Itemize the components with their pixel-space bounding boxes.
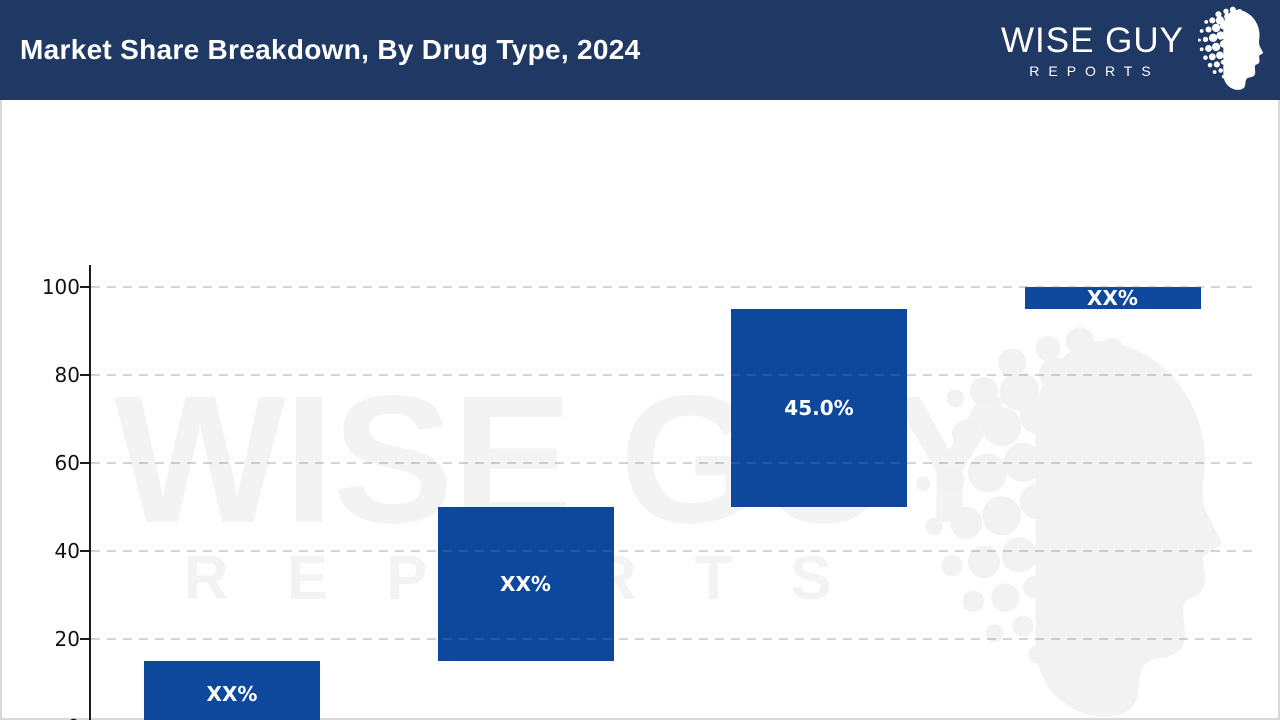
gridline-20 — [91, 638, 1256, 640]
bar-value-label: XX% — [1087, 286, 1138, 310]
brand-name: WISE GUY — [1000, 20, 1184, 60]
gridline-40 — [91, 550, 1256, 552]
y-tick-label: 60 — [54, 451, 80, 475]
brand-logo-text: WISE GUY REPORTS — [1001, 23, 1184, 78]
y-tick-label: 100 — [41, 275, 80, 299]
y-tick-label: 20 — [54, 627, 80, 651]
watermark: WISE GUY REPORTS — [2, 100, 1278, 718]
y-axis-spine — [89, 265, 91, 720]
gridline-100 — [91, 286, 1256, 288]
y-tick-label: 0 — [20, 715, 80, 720]
bar-corticosteroids: XX% — [144, 661, 320, 720]
bar-value-label: XX% — [500, 572, 551, 596]
bar-monoclonal-antibodies: 45.0% — [731, 309, 907, 507]
gridline-80 — [91, 374, 1256, 376]
y-tick-mark — [80, 550, 90, 552]
y-tick-label: 40 — [54, 539, 80, 563]
y-tick-label: 80 — [54, 363, 80, 387]
bar-value-label: 45.0% — [784, 396, 854, 420]
y-tick-mark — [80, 286, 90, 288]
bar-immunosuppressants: XX% — [437, 507, 614, 661]
brand-logo: WISE GUY REPORTS — [1001, 5, 1264, 95]
watermark-face-icon — [916, 327, 1223, 717]
y-tick-mark — [80, 462, 90, 464]
header-bar: Market Share Breakdown, By Drug Type, 20… — [0, 0, 1280, 100]
chart-area: WISE GUY REPORTS 0 20 40 60 80 100 XX% — [0, 100, 1280, 720]
bar-plasma-exchange-agents: XX% — [1024, 286, 1201, 310]
page-title: Market Share Breakdown, By Drug Type, 20… — [20, 34, 641, 65]
logo-face-icon — [1197, 6, 1264, 90]
y-tick-mark — [80, 638, 90, 640]
y-tick-mark — [80, 374, 90, 376]
gridline-60 — [91, 462, 1256, 464]
bar-value-label: XX% — [206, 682, 258, 706]
brand-subname: REPORTS — [1029, 62, 1160, 79]
